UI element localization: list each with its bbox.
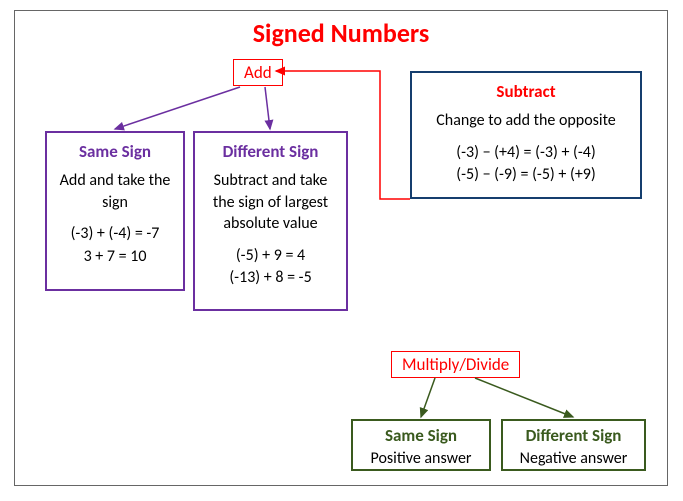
example-line: (-3) + (-4) = -7 [53,223,177,245]
muldiv-diff-box: Different Sign Negative answer [501,419,646,471]
add-diff-sign-box: Different Sign Subtract and take the sig… [193,131,348,311]
arrow-muldiv-to-diff [475,378,573,417]
add-diff-rule: Subtract and take the sign of largest ab… [201,170,340,235]
add-label: Add [233,59,283,86]
muldiv-label: Multiply/Divide [391,351,520,378]
muldiv-same-box: Same Sign Positive answer [351,419,491,471]
muldiv-diff-title: Different Sign [509,425,638,448]
example-line: 3 + 7 = 10 [53,246,177,268]
example-line: (-5) + 9 = 4 [201,245,340,267]
example-line: (-3) − (+4) = (-3) + (-4) [418,142,634,164]
muldiv-same-rule: Positive answer [359,448,483,470]
add-label-box: Add [233,59,283,86]
subtract-rule: Change to add the opposite [418,110,634,132]
diagram-frame: Signed Numbers Add Same Sign Add and tak… [14,10,668,486]
subtract-examples: (-3) − (+4) = (-3) + (-4) (-5) − (-9) = … [418,142,634,186]
add-same-rule: Add and take the sign [53,170,177,213]
add-same-title: Same Sign [53,141,177,164]
main-title: Signed Numbers [15,17,667,49]
add-same-sign-box: Same Sign Add and take the sign (-3) + (… [45,131,185,291]
add-diff-examples: (-5) + 9 = 4 (-13) + 8 = -5 [201,245,340,289]
arrow-add-to-diff [265,87,270,129]
subtract-box: Subtract Change to add the opposite (-3)… [410,71,642,199]
example-line: (-5) − (-9) = (-5) + (+9) [418,164,634,186]
add-same-examples: (-3) + (-4) = -7 3 + 7 = 10 [53,223,177,267]
muldiv-diff-rule: Negative answer [509,448,638,470]
muldiv-label-box: Multiply/Divide [391,351,520,378]
muldiv-same-title: Same Sign [359,425,483,448]
arrow-add-to-same [115,87,240,129]
example-line: (-13) + 8 = -5 [201,267,340,289]
subtract-title: Subtract [418,81,634,104]
arrow-muldiv-to-same [421,378,435,417]
add-diff-title: Different Sign [201,141,340,164]
